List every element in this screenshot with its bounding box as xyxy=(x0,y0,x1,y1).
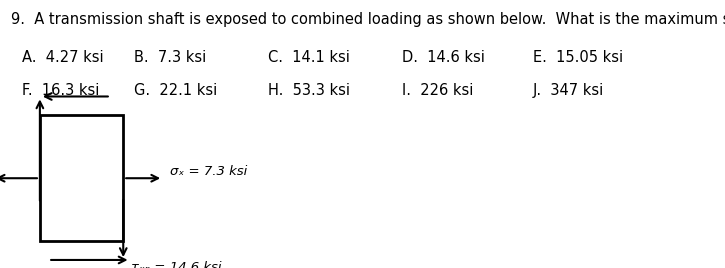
Text: A.  4.27 ksi: A. 4.27 ksi xyxy=(22,50,104,65)
Text: H.  53.3 ksi: H. 53.3 ksi xyxy=(268,83,350,98)
Bar xyxy=(40,115,123,241)
Text: G.  22.1 ksi: G. 22.1 ksi xyxy=(134,83,218,98)
Text: I.  226 ksi: I. 226 ksi xyxy=(402,83,473,98)
Text: 9.  A transmission shaft is exposed to combined loading as shown below.  What is: 9. A transmission shaft is exposed to co… xyxy=(11,12,725,27)
Text: σₓ = 7.3 ksi: σₓ = 7.3 ksi xyxy=(170,165,248,178)
Text: D.  14.6 ksi: D. 14.6 ksi xyxy=(402,50,485,65)
Text: C.  14.1 ksi: C. 14.1 ksi xyxy=(268,50,350,65)
Text: J.  347 ksi: J. 347 ksi xyxy=(533,83,604,98)
Text: E.  15.05 ksi: E. 15.05 ksi xyxy=(533,50,623,65)
Text: B.  7.3 ksi: B. 7.3 ksi xyxy=(134,50,207,65)
Text: F.  16.3 ksi: F. 16.3 ksi xyxy=(22,83,99,98)
Text: τₓₙ = 14.6 ksi: τₓₙ = 14.6 ksi xyxy=(130,261,221,268)
